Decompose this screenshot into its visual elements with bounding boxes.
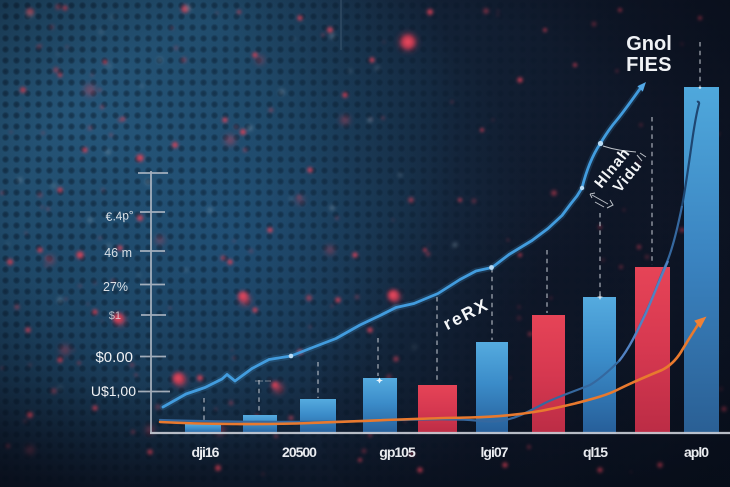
svg-text:Gnol: Gnol [626,33,672,55]
svg-text:$0.00: $0.00 [95,349,133,366]
svg-text:apl0: apl0 [684,444,709,460]
svg-text:dji16: dji16 [192,444,220,460]
svg-text:U$1,00: U$1,00 [91,383,136,399]
svg-text:€.4p°: €.4p° [105,208,134,224]
svg-text:46 m: 46 m [104,246,132,260]
svg-text:ql15: ql15 [583,444,608,460]
svg-text:gp105: gp105 [379,444,416,460]
svg-text:$1: $1 [109,310,121,322]
svg-text:lgi07: lgi07 [481,444,509,460]
svg-text:FIES: FIES [626,54,672,76]
svg-text:27%: 27% [103,280,128,294]
svg-text:20500: 20500 [282,444,317,460]
